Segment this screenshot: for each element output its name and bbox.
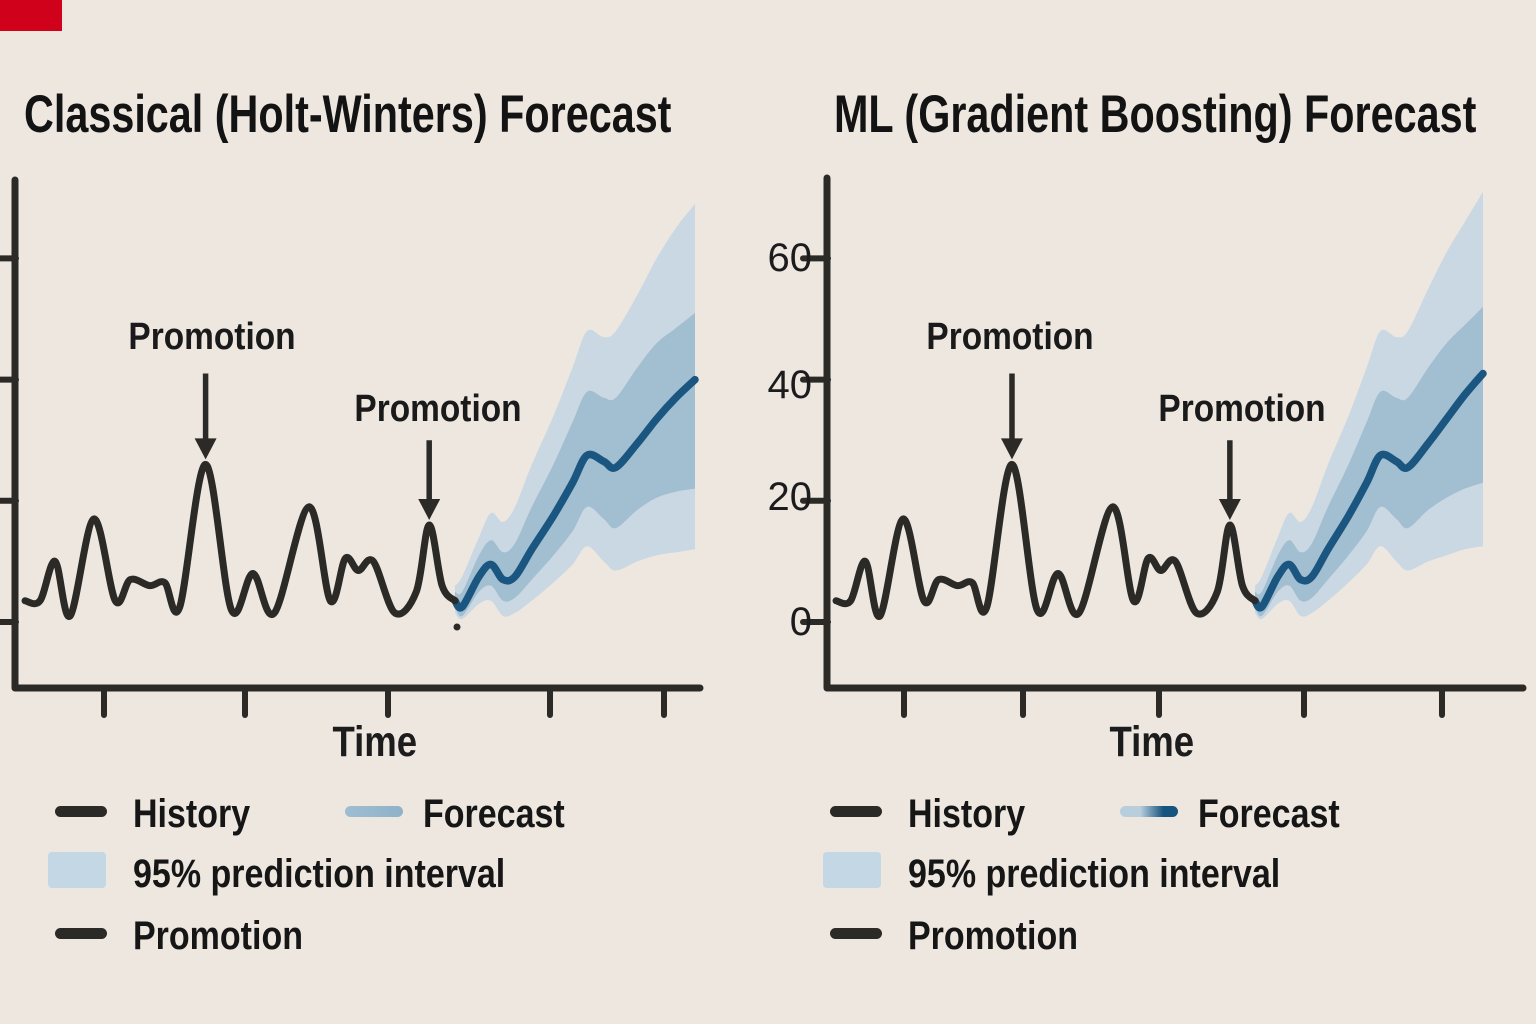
promotion-annotation-label: Promotion xyxy=(128,316,296,358)
y-tick-label-40: 40 xyxy=(767,363,813,407)
y-tick-label-20: 20 xyxy=(767,475,813,519)
promotion-annotation-label: Promotion xyxy=(1158,388,1326,430)
forecast-line-swatch xyxy=(345,806,403,817)
y-tick-label-60: 60 xyxy=(767,236,813,280)
legend-promotion-label: Promotion xyxy=(133,914,303,958)
promotion-annotation-label: Promotion xyxy=(354,388,522,430)
y-tick-label-0: 0 xyxy=(789,600,812,644)
x-axis-label: Time xyxy=(332,718,418,766)
legend-interval-label: 95% prediction interval xyxy=(908,852,1281,896)
chart-title-ml: ML (Gradient Boosting) Forecast xyxy=(834,85,1477,144)
red-marker xyxy=(0,0,62,31)
legend-history-label: History xyxy=(133,792,251,836)
history-line-swatch xyxy=(830,806,882,817)
forecast-line-swatch xyxy=(1120,806,1178,817)
chart-title-classical: Classical (Holt-Winters) Forecast xyxy=(24,85,672,144)
legend-history-label: History xyxy=(908,792,1026,836)
promotion-line-swatch xyxy=(830,928,882,939)
x-axis-label: Time xyxy=(1109,718,1195,766)
legend-forecast-label: Forecast xyxy=(1198,792,1340,836)
interval-swatch xyxy=(823,852,881,888)
promotion-annotation-label: Promotion xyxy=(926,316,1094,358)
interval-swatch xyxy=(48,852,106,888)
legend-promotion-label: Promotion xyxy=(908,914,1078,958)
legend-forecast-label: Forecast xyxy=(423,792,565,836)
promotion-line-swatch xyxy=(55,928,107,939)
history-line-swatch xyxy=(55,806,107,817)
legend-interval-label: 95% prediction interval xyxy=(133,852,506,896)
